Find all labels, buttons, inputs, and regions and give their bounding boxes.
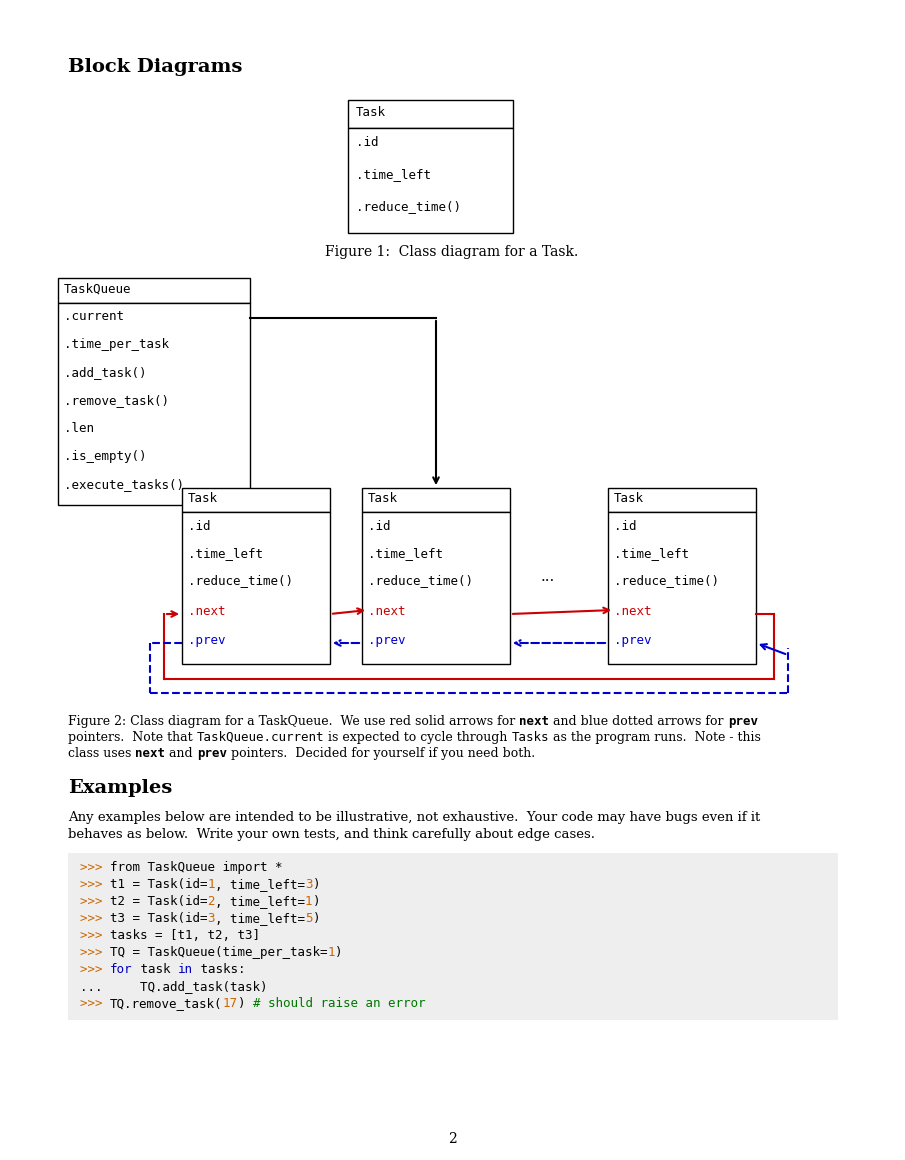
- Text: and blue dotted arrows for: and blue dotted arrows for: [549, 715, 728, 728]
- Text: Task: Task: [368, 492, 398, 505]
- Text: 1: 1: [207, 878, 215, 891]
- Text: .id: .id: [368, 520, 390, 532]
- Text: .add_task(): .add_task(): [64, 367, 147, 379]
- Text: task: task: [132, 963, 177, 976]
- Text: TaskQueue: TaskQueue: [64, 283, 131, 296]
- Text: >>>: >>>: [80, 996, 110, 1010]
- Text: 2: 2: [207, 896, 215, 908]
- Bar: [182, 488, 330, 512]
- Text: .len: .len: [64, 422, 94, 435]
- Text: ...: ...: [541, 570, 555, 583]
- Bar: [58, 303, 250, 505]
- Text: ): ): [237, 996, 252, 1010]
- Text: .id: .id: [614, 520, 636, 532]
- Text: next: next: [519, 715, 549, 728]
- Text: .prev: .prev: [614, 635, 652, 647]
- Text: TQ = TaskQueue(time_per_task=: TQ = TaskQueue(time_per_task=: [110, 947, 328, 959]
- Text: is expected to cycle through: is expected to cycle through: [324, 731, 511, 744]
- Bar: [608, 488, 756, 512]
- Text: .prev: .prev: [188, 635, 225, 647]
- Text: , time_left=: , time_left=: [215, 878, 305, 891]
- Text: tasks = [t1, t2, t3]: tasks = [t1, t2, t3]: [110, 929, 260, 942]
- Text: Figure 2: Class diagram for a TaskQueue.  We use red solid arrows for: Figure 2: Class diagram for a TaskQueue.…: [68, 715, 519, 728]
- Text: >>>: >>>: [80, 861, 110, 873]
- Text: .reduce_time(): .reduce_time(): [614, 574, 719, 587]
- Bar: [348, 100, 512, 128]
- Text: pointers.  Note that: pointers. Note that: [68, 731, 196, 744]
- Text: TQ.remove_task(: TQ.remove_task(: [110, 996, 223, 1010]
- Text: prev: prev: [728, 715, 757, 728]
- Text: .time_left: .time_left: [614, 548, 689, 560]
- Text: .current: .current: [64, 310, 124, 322]
- Text: .is_empty(): .is_empty(): [64, 450, 147, 463]
- Text: .time_left: .time_left: [356, 168, 431, 181]
- Text: as the program runs.  Note - this: as the program runs. Note - this: [549, 731, 761, 744]
- Text: >>>: >>>: [80, 963, 110, 976]
- Text: Task: Task: [188, 492, 218, 505]
- Text: .time_left: .time_left: [188, 548, 263, 560]
- Text: t2 = Task(id=: t2 = Task(id=: [110, 896, 207, 908]
- Text: Task: Task: [356, 106, 386, 119]
- Text: .id: .id: [188, 520, 211, 532]
- Text: ): ): [312, 878, 320, 891]
- Text: TaskQueue.current: TaskQueue.current: [196, 731, 324, 744]
- Text: .prev: .prev: [368, 635, 405, 647]
- Text: ): ): [312, 912, 320, 925]
- Text: Block Diagrams: Block Diagrams: [68, 58, 243, 77]
- Bar: [362, 512, 510, 664]
- Text: .id: .id: [356, 136, 378, 148]
- Text: t1 = Task(id=: t1 = Task(id=: [110, 878, 207, 891]
- Text: .next: .next: [614, 606, 652, 618]
- Text: Examples: Examples: [68, 780, 172, 797]
- Text: .time_per_task: .time_per_task: [64, 338, 169, 351]
- Text: 3: 3: [207, 912, 215, 925]
- Text: , time_left=: , time_left=: [215, 896, 305, 908]
- Text: 3: 3: [305, 878, 312, 891]
- Text: ...     TQ.add_task(task): ... TQ.add_task(task): [80, 980, 268, 993]
- Text: 5: 5: [305, 912, 312, 925]
- Bar: [362, 488, 510, 512]
- Text: , time_left=: , time_left=: [215, 912, 305, 925]
- Bar: [608, 512, 756, 664]
- Text: and: and: [166, 747, 197, 760]
- Text: pointers.  Decided for yourself if you need both.: pointers. Decided for yourself if you ne…: [227, 747, 535, 760]
- Text: 17: 17: [223, 996, 237, 1010]
- Text: ): ): [312, 896, 320, 908]
- Bar: [348, 128, 512, 233]
- Text: >>>: >>>: [80, 929, 110, 942]
- Text: ): ): [335, 947, 342, 959]
- Text: >>>: >>>: [80, 896, 110, 908]
- Bar: [68, 853, 838, 1020]
- Text: in: in: [177, 963, 193, 976]
- Text: 1: 1: [328, 947, 335, 959]
- Text: 2: 2: [448, 1132, 456, 1146]
- Text: .execute_tasks(): .execute_tasks(): [64, 478, 184, 491]
- Text: .next: .next: [368, 606, 405, 618]
- Text: .reduce_time(): .reduce_time(): [368, 574, 473, 587]
- Text: .reduce_time(): .reduce_time(): [188, 574, 293, 587]
- Text: tasks:: tasks:: [193, 963, 245, 976]
- Text: for: for: [110, 963, 132, 976]
- Text: .time_left: .time_left: [368, 548, 443, 560]
- Text: t3 = Task(id=: t3 = Task(id=: [110, 912, 207, 925]
- Text: prev: prev: [197, 747, 227, 760]
- Text: behaves as below.  Write your own tests, and think carefully about edge cases.: behaves as below. Write your own tests, …: [68, 828, 595, 841]
- Text: class uses: class uses: [68, 747, 136, 760]
- Text: .next: .next: [188, 606, 225, 618]
- Text: Tasks: Tasks: [511, 731, 549, 744]
- Text: >>>: >>>: [80, 878, 110, 891]
- Text: # should raise an error: # should raise an error: [252, 996, 425, 1010]
- Text: >>>: >>>: [80, 947, 110, 959]
- Text: Any examples below are intended to be illustrative, not exhaustive.  Your code m: Any examples below are intended to be il…: [68, 811, 760, 824]
- Text: from TaskQueue import *: from TaskQueue import *: [110, 861, 282, 873]
- Text: 1: 1: [305, 896, 312, 908]
- Text: .remove_task(): .remove_task(): [64, 394, 169, 407]
- Text: >>>: >>>: [80, 912, 110, 925]
- Bar: [182, 512, 330, 664]
- Text: Task: Task: [614, 492, 644, 505]
- Text: next: next: [136, 747, 166, 760]
- Text: .reduce_time(): .reduce_time(): [356, 200, 461, 213]
- Bar: [58, 278, 250, 303]
- Text: Figure 1:  Class diagram for a Task.: Figure 1: Class diagram for a Task.: [326, 245, 578, 259]
